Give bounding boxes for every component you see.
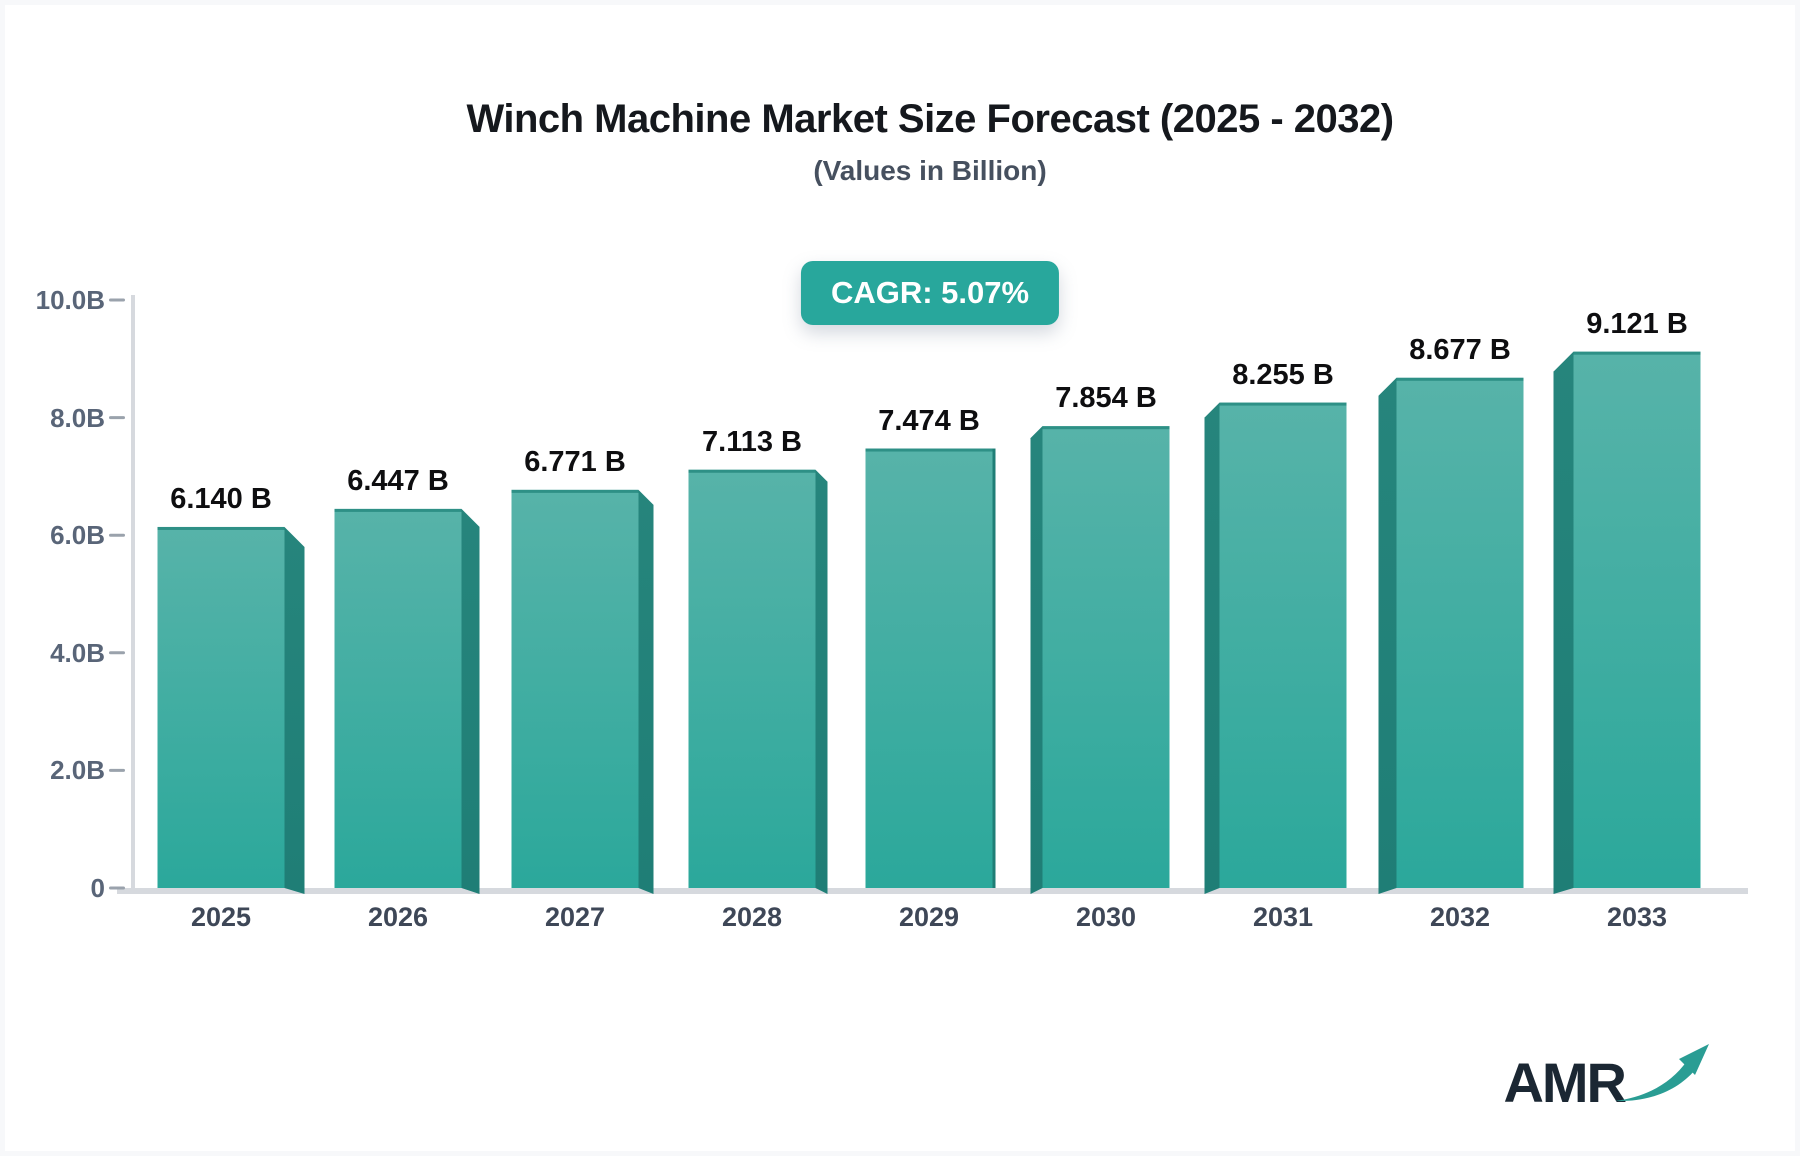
y-tick-label: 8.0B [50,402,105,433]
x-axis-baseline [117,888,1748,894]
bar-2028 [688,469,816,888]
bar-value-label-2033: 9.121 B [1586,307,1688,340]
bar-2031 [1219,402,1347,888]
y-tick-label: 0 [90,873,105,903]
y-tick-dash [109,768,125,772]
bar-top-edge-2031 [1219,402,1347,406]
y-tick-dash [109,533,125,537]
bar-top-edge-2032 [1396,377,1524,381]
y-tick-dash [109,651,125,655]
x-axis-label-2033: 2033 [1606,902,1668,932]
x-axis-label-2029: 2029 [898,902,960,932]
bar-side-2030 [1030,426,1043,894]
x-axis-label-2032: 2032 [1429,902,1491,932]
y-tick-dash [109,416,125,420]
bar-2026 [334,508,462,888]
x-axis-label-2031: 2031 [1252,902,1314,932]
bar-value-label-2028: 7.113 B [702,425,802,458]
chart-subtitle: (Values in Billion) [813,155,1047,186]
bar-side-2032 [1378,377,1397,895]
bar-side-2033 [1553,351,1574,895]
bar-top-edge-2027 [511,489,639,493]
bar-side-2029 [992,448,996,888]
y-tick-dash [109,298,125,302]
bar-side-2031 [1204,402,1220,894]
bar-top-edge-2033 [1573,351,1701,355]
bar-top-edge-2030 [1042,426,1170,430]
y-tick-label: 4.0B [50,637,105,668]
bar-2032 [1396,377,1524,888]
y-tick-label: 6.0B [50,520,105,551]
cagr-badge: CAGR: 5.07% [800,261,1060,325]
bar-side-2026 [461,508,480,894]
bar-chart-canvas [109,295,1748,895]
bar-side-2027 [638,489,654,894]
x-axis-label-2030: 2030 [1075,902,1137,932]
bar-top-edge-2025 [157,526,285,530]
bar-2030 [1042,426,1170,888]
x-axis-label-2027: 2027 [544,902,606,932]
y-tick-label: 10.0B [35,285,105,315]
x-axis-label-2025: 2025 [190,902,252,932]
bar-top-edge-2029 [865,448,993,452]
bar-side-2025 [284,526,305,894]
amr-logo: AMR [1503,1037,1717,1111]
x-axis-label-2028: 2028 [721,902,783,932]
amr-logo-text: AMR [1503,1051,1627,1114]
bar-value-label-2029: 7.474 B [878,404,980,437]
amr-logo-arrow-icon [1615,1044,1709,1102]
bar-value-label-2025: 6.140 B [170,482,272,515]
bar-value-label-2027: 6.771 B [524,445,626,478]
y-axis-line [131,295,135,894]
bar-value-label-2026: 6.447 B [347,464,449,497]
y-tick-label: 2.0B [50,755,105,786]
bar-value-label-2031: 8.255 B [1232,358,1334,391]
bar-2033 [1573,351,1701,889]
bar-top-edge-2026 [334,508,462,512]
cagr-badge-label: CAGR: 5.07% [830,275,1030,310]
x-axis-label-2026: 2026 [367,902,429,932]
bar-value-label-2030: 7.854 B [1055,382,1157,415]
bar-side-2028 [815,469,828,894]
bar-value-label-2032: 8.677 B [1409,333,1511,366]
bar-2029 [865,448,993,888]
bar-2027 [511,489,639,888]
chart-title: Winch Machine Market Size Forecast (2025… [466,97,1394,141]
y-tick-dash [109,886,125,890]
bar-2025 [157,526,285,888]
bar-top-edge-2028 [688,469,816,473]
